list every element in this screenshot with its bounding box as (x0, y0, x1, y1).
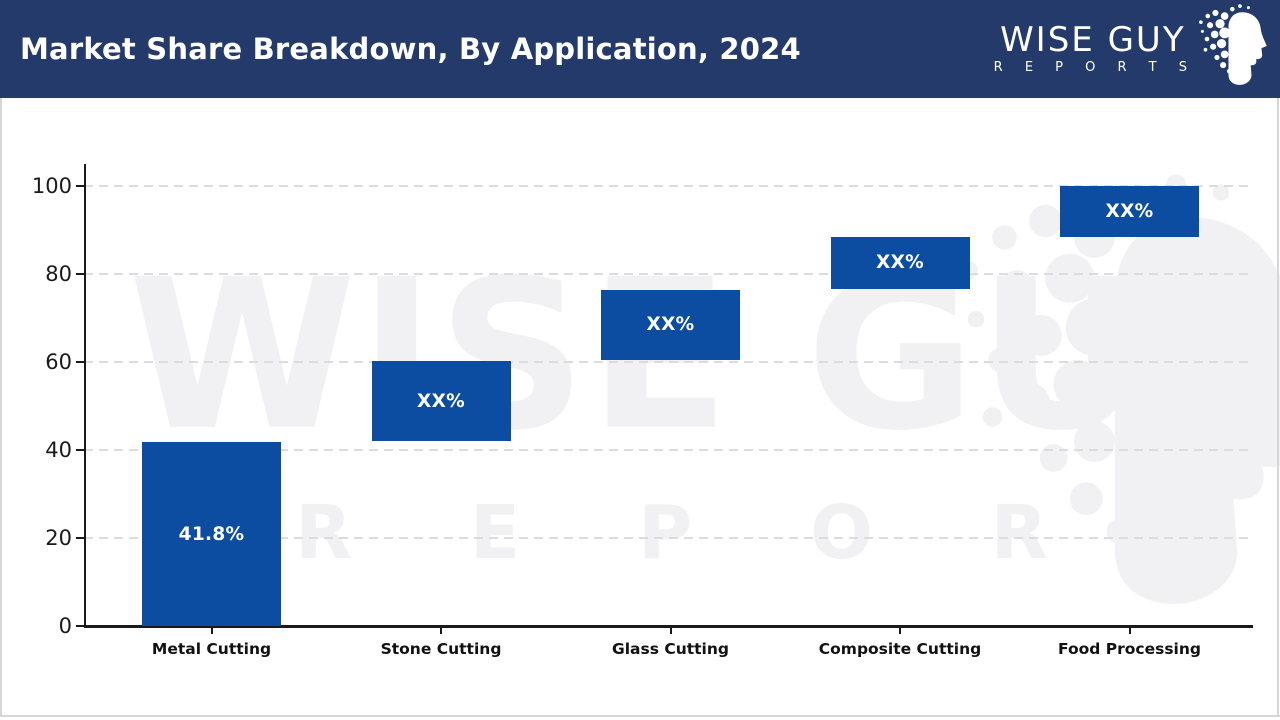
x-tick-glass-cutting (669, 627, 672, 634)
x-category-label: Glass Cutting (611, 640, 729, 658)
x-tick-food-processing (1128, 627, 1131, 634)
bar-value-label: XX% (417, 390, 465, 412)
gridline-40 (84, 449, 1253, 451)
x-category-label: Stone Cutting (380, 640, 502, 658)
gridline-20 (84, 537, 1253, 539)
brand-subtitle: R E P O R T S (993, 59, 1196, 75)
brand-name: WISE GUY (1000, 20, 1186, 61)
gridline-80 (84, 273, 1253, 275)
y-tick-20 (76, 537, 84, 539)
y-axis-line (84, 164, 86, 628)
header-banner: Market Share Breakdown, By Application, … (0, 0, 1280, 98)
bar-stone-cutting: XX% (371, 361, 511, 442)
brand-logo: WISE GUY R E P O R T S (990, 0, 1280, 98)
bar-metal-cutting: 41.8% (142, 442, 281, 626)
y-tick-0 (76, 625, 84, 627)
page-border-left (0, 98, 2, 717)
bar-value-label: XX% (876, 252, 924, 274)
y-tick-60 (76, 361, 84, 363)
x-category-label: Metal Cutting (151, 640, 272, 658)
brand-logo-text: WISE GUY R E P O R T S (990, 20, 1196, 75)
page-border-bottom (0, 715, 1280, 717)
y-tick-label: 20 (45, 526, 72, 550)
y-tick-100 (76, 185, 84, 187)
bar-food-processing: XX% (1060, 185, 1199, 237)
page-title: Market Share Breakdown, By Application, … (20, 32, 801, 66)
y-tick-label: 60 (45, 350, 72, 374)
x-tick-metal-cutting (210, 627, 213, 634)
x-tick-stone-cutting (440, 627, 442, 634)
bar-glass-cutting: XX% (601, 289, 740, 360)
bar-value-label: XX% (1105, 200, 1154, 222)
x-axis-line (84, 625, 1253, 628)
x-category-label: Composite Cutting (818, 640, 982, 658)
y-tick-label: 0 (58, 614, 72, 638)
x-tick-composite-cutting (899, 627, 901, 634)
watermark-head-icon (958, 174, 1280, 605)
page-border-right (1277, 98, 1279, 717)
y-tick-label: 80 (45, 262, 72, 286)
gridline-60 (84, 361, 1253, 363)
bar-value-label: XX% (646, 314, 695, 336)
y-tick-40 (76, 449, 84, 451)
y-tick-label: 40 (45, 438, 72, 462)
y-tick-label: 100 (31, 174, 72, 198)
bar-composite-cutting: XX% (830, 237, 970, 289)
dotted-head-logo-icon (1199, 4, 1267, 85)
gridline-100 (84, 185, 1253, 187)
x-category-label: Food Processing (1058, 640, 1201, 658)
y-tick-80 (76, 273, 84, 275)
bar-value-label: 41.8% (178, 523, 245, 545)
